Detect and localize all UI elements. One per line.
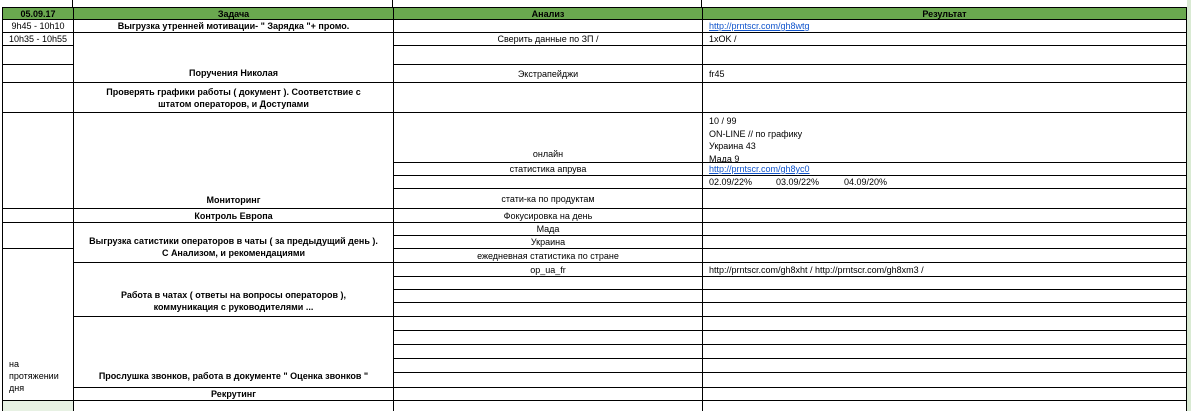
task-control-europe-cell[interactable]: Контроль Европа	[74, 209, 394, 223]
result-extrapages-cell[interactable]: fr45	[703, 65, 1187, 83]
blank-cell[interactable]	[703, 189, 1187, 209]
blank-cell[interactable]	[3, 223, 74, 249]
blank-cell[interactable]	[394, 373, 703, 388]
blank-cell[interactable]	[394, 331, 703, 345]
blank-cell[interactable]	[394, 359, 703, 373]
column-border-stub	[72, 0, 73, 7]
task-nikolay-orders-cell[interactable]: Поручения Николая	[74, 33, 394, 83]
task-recruiting-cell[interactable]: Рекрутинг	[74, 388, 394, 401]
analysis-ukraine-cell[interactable]: Украина	[394, 236, 703, 249]
blank-cell[interactable]	[703, 373, 1187, 388]
blank-cell[interactable]	[394, 388, 703, 401]
column-border-stub	[701, 0, 702, 7]
blank-cell[interactable]	[703, 277, 1187, 290]
blank-cell[interactable]	[703, 317, 1187, 331]
analysis-product-stats-cell[interactable]: стати-ка по продуктам	[394, 189, 703, 209]
sheet-edge-strip	[1187, 0, 1191, 411]
result-approve-link-cell[interactable]: http://prntscr.com/gh8yc0	[703, 163, 1187, 176]
time-slot-1-cell[interactable]: 9h45 - 10h10	[3, 20, 74, 33]
blank-cell[interactable]	[394, 345, 703, 359]
analysis-op-ua-fr-cell[interactable]: op_ua_fr	[394, 263, 703, 277]
blank-cell[interactable]	[703, 388, 1187, 401]
blank-cell[interactable]	[703, 401, 1187, 411]
percentage-value: 04.09/20%	[844, 177, 888, 187]
blank-cell[interactable]	[703, 331, 1187, 345]
blank-cell[interactable]	[703, 236, 1187, 249]
result-morning-link-cell[interactable]: http://prntscr.com/gh8wtg	[703, 20, 1187, 33]
blank-cell[interactable]	[394, 20, 703, 33]
analysis-extrapages-cell[interactable]: Экстрапейджи	[394, 65, 703, 83]
task-operators-stats-cell[interactable]: Выгрузка сатистики операторов в чаты ( з…	[74, 223, 394, 263]
blank-cell[interactable]	[394, 290, 703, 303]
time-all-day-cell[interactable]: на протяжении дня	[3, 249, 74, 401]
task-column-header[interactable]: Задача	[74, 8, 394, 20]
analysis-daily-country-stats-cell[interactable]: ежедневная статистика по стране	[394, 249, 703, 263]
blank-cell[interactable]	[3, 401, 74, 411]
result-link[interactable]: http://prntscr.com/gh8wtg	[709, 21, 810, 31]
blank-cell[interactable]	[703, 290, 1187, 303]
blank-cell[interactable]	[703, 46, 1187, 65]
time-slot-2-cell[interactable]: 10h35 - 10h55	[3, 33, 74, 46]
blank-cell[interactable]	[394, 303, 703, 317]
blank-cell[interactable]	[3, 83, 74, 113]
analysis-mada-cell[interactable]: Мада	[394, 223, 703, 236]
blank-cell[interactable]	[703, 83, 1187, 113]
blank-cell[interactable]	[703, 249, 1187, 263]
task-check-schedules-cell[interactable]: Проверять графики работы ( документ ). С…	[74, 83, 394, 113]
analysis-approve-stats-cell[interactable]: статистика апрува	[394, 163, 703, 176]
blank-cell[interactable]	[394, 83, 703, 113]
blank-cell[interactable]	[394, 277, 703, 290]
result-chats-links-cell[interactable]: http://prntscr.com/gh8xht / http://prnts…	[703, 263, 1187, 277]
analysis-day-focus-cell[interactable]: Фокусировка на день	[394, 209, 703, 223]
result-online-cell[interactable]: 10 / 99 ON-LINE // по графику Украина 43 Ма…	[703, 113, 1187, 163]
blank-cell[interactable]	[703, 359, 1187, 373]
task-morning-motivation-cell[interactable]: Выгрузка утренней мотивации- " Зарядка "…	[74, 20, 394, 33]
analysis-column-header[interactable]: Анализ	[394, 8, 703, 20]
task-monitoring-cell[interactable]: Мониторинг	[74, 113, 394, 209]
result-link[interactable]: http://prntscr.com/gh8yc0	[709, 164, 810, 174]
blank-cell[interactable]	[3, 113, 74, 209]
blank-cell[interactable]	[394, 401, 703, 411]
result-zp-cell[interactable]: 1xOK /	[703, 33, 1187, 46]
task-chats-work-cell[interactable]: Работа в чатах ( ответы на вопросы опера…	[74, 263, 394, 317]
blank-cell[interactable]	[394, 176, 703, 189]
blank-cell[interactable]	[703, 223, 1187, 236]
blank-cell[interactable]	[74, 401, 394, 411]
analysis-check-zp-cell[interactable]: Сверить данные по ЗП /	[394, 33, 703, 46]
blank-cell[interactable]	[3, 209, 74, 223]
percentage-value: 02.09/22%	[709, 177, 753, 187]
date-header-cell[interactable]: 05.09.17	[3, 8, 74, 20]
blank-cell[interactable]	[703, 345, 1187, 359]
blank-cell[interactable]	[3, 46, 74, 65]
blank-cell[interactable]	[394, 317, 703, 331]
column-border-stub	[392, 0, 393, 7]
result-percentages-cell[interactable]: 02.09/22% 03.09/22% 04.09/20%	[703, 176, 1187, 189]
blank-cell[interactable]	[703, 303, 1187, 317]
table: 05.09.17 Задача Анализ Результат 9h45 - …	[2, 7, 1187, 411]
analysis-online-cell[interactable]: онлайн	[394, 113, 703, 163]
blank-cell[interactable]	[394, 46, 703, 65]
result-column-header[interactable]: Результат	[703, 8, 1187, 20]
blank-cell[interactable]	[3, 65, 74, 83]
blank-cell[interactable]	[703, 209, 1187, 223]
percentage-value: 03.09/22%	[776, 177, 820, 187]
task-calls-listening-cell[interactable]: Прослушка звонков, работа в документе " …	[74, 317, 394, 388]
